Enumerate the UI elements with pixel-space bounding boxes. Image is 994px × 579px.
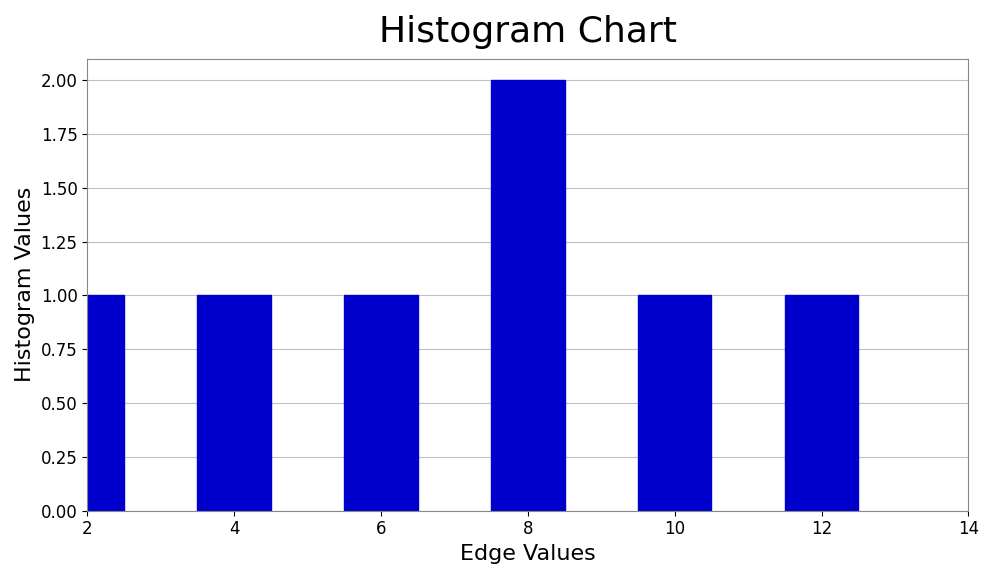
Bar	[638, 295, 712, 511]
Title: Histogram Chart: Histogram Chart	[379, 15, 677, 49]
Bar	[198, 295, 270, 511]
Bar	[344, 295, 417, 511]
X-axis label: Edge Values: Edge Values	[460, 544, 595, 564]
Bar	[51, 295, 124, 511]
Bar	[785, 295, 858, 511]
Bar	[491, 80, 565, 511]
Y-axis label: Histogram Values: Histogram Values	[15, 187, 35, 382]
